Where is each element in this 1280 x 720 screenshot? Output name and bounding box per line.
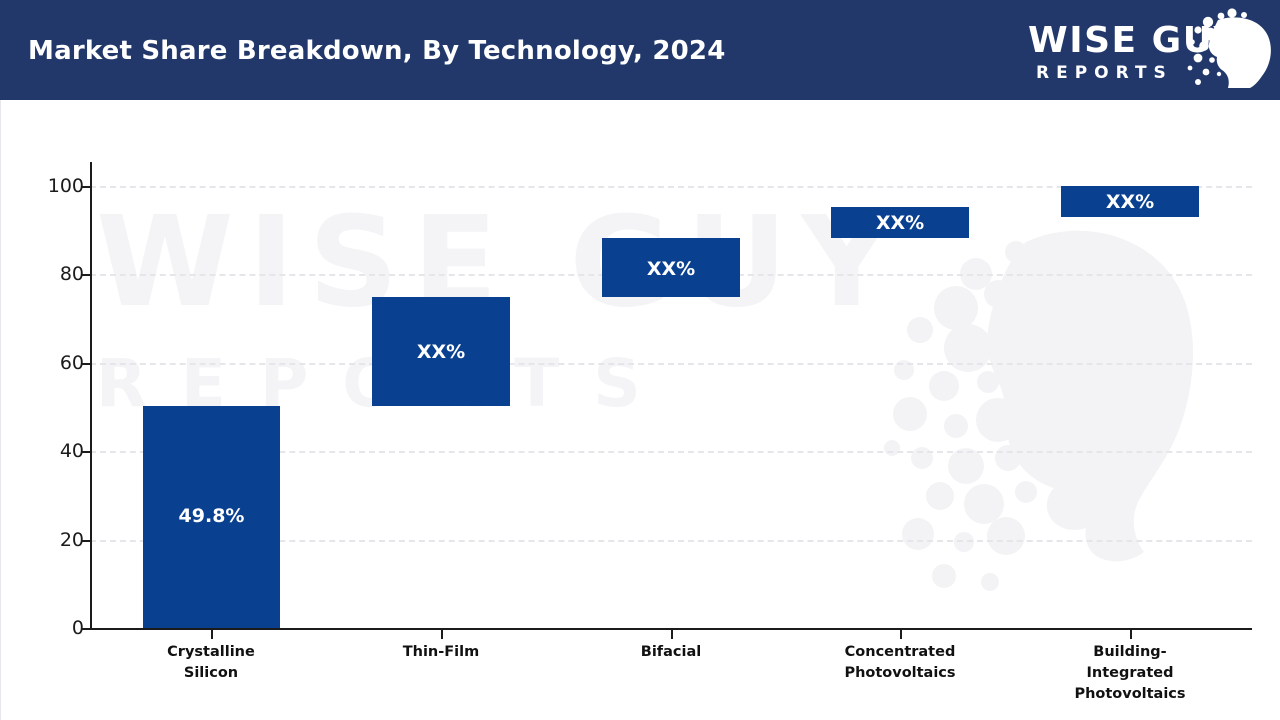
svg-text:REPORTS: REPORTS xyxy=(1036,63,1173,83)
y-tick-0 xyxy=(82,628,91,630)
y-tick-label-80: 80 xyxy=(59,263,84,285)
bar-bifacial[interactable] xyxy=(602,238,740,297)
x-label-line: Building- xyxy=(1093,644,1167,660)
page-title: Market Share Breakdown, By Technology, 2… xyxy=(28,36,726,66)
y-tick-80 xyxy=(82,274,91,276)
head-profile-icon xyxy=(848,190,1268,660)
x-label-line: Thin-Film xyxy=(402,644,480,660)
y-tick-label-0: 0 xyxy=(71,617,84,639)
bar-label-building-integrated-photovoltaics: XX% xyxy=(1105,191,1155,213)
gridline-60 xyxy=(90,363,1252,365)
x-label-thin-film: Thin-Film xyxy=(351,642,531,663)
chart-body: WISE GUY REPORTS xyxy=(0,100,1280,720)
x-label-line: Integrated xyxy=(1086,665,1174,682)
page-header: Market Share Breakdown, By Technology, 2… xyxy=(0,0,1280,100)
y-tick-100 xyxy=(82,186,91,188)
y-tick-label-20: 20 xyxy=(59,529,84,551)
x-tick-2 xyxy=(441,630,443,639)
x-label-concentrated-photovoltaics: Concentrated Photovoltaics xyxy=(810,642,990,684)
x-tick-5 xyxy=(1130,630,1132,639)
gridline-40 xyxy=(90,451,1252,453)
x-label-line: Bifacial xyxy=(640,644,702,660)
x-tick-4 xyxy=(900,630,902,639)
x-label-building-integrated-photovoltaics: Building- Integrated Photovoltaics xyxy=(1040,642,1220,705)
x-tick-3 xyxy=(671,630,673,639)
bar-concentrated-photovoltaics[interactable] xyxy=(831,207,969,238)
x-label-line: Concentrated xyxy=(844,644,956,660)
bar-label-crystalline-silicon: 49.8% xyxy=(178,505,245,527)
y-tick-60 xyxy=(82,363,91,365)
bar-crystalline-silicon[interactable] xyxy=(143,406,280,628)
x-tick-1 xyxy=(211,630,213,639)
bar-thin-film[interactable] xyxy=(372,297,510,406)
x-label-line: Crystalline xyxy=(167,644,255,660)
bar-label-bifacial: XX% xyxy=(646,258,696,280)
bar-label-thin-film: XX% xyxy=(416,341,466,363)
y-tick-40 xyxy=(82,451,91,453)
y-tick-label-100: 100 xyxy=(47,175,84,197)
x-label-crystalline-silicon: Crystalline Silicon xyxy=(121,642,301,684)
bar-label-concentrated-photovoltaics: XX% xyxy=(875,212,925,234)
x-axis-line xyxy=(90,628,1252,630)
y-tick-label-40: 40 xyxy=(59,440,84,462)
y-tick-20 xyxy=(82,540,91,542)
gridline-20 xyxy=(90,540,1252,542)
y-axis-line xyxy=(90,162,92,629)
x-label-line: Photovoltaics xyxy=(844,665,956,682)
wise-guy-reports-logo: WISE GUY REPORTS xyxy=(1022,8,1274,92)
x-label-line: Silicon xyxy=(183,665,239,682)
x-label-line: Photovoltaics xyxy=(1074,686,1186,703)
bar-building-integrated-photovoltaics[interactable] xyxy=(1061,186,1199,217)
y-tick-label-60: 60 xyxy=(59,352,84,374)
gridline-100 xyxy=(90,186,1252,188)
svg-text:WISE GUY: WISE GUY xyxy=(1028,20,1241,61)
x-label-bifacial: Bifacial xyxy=(581,642,761,663)
